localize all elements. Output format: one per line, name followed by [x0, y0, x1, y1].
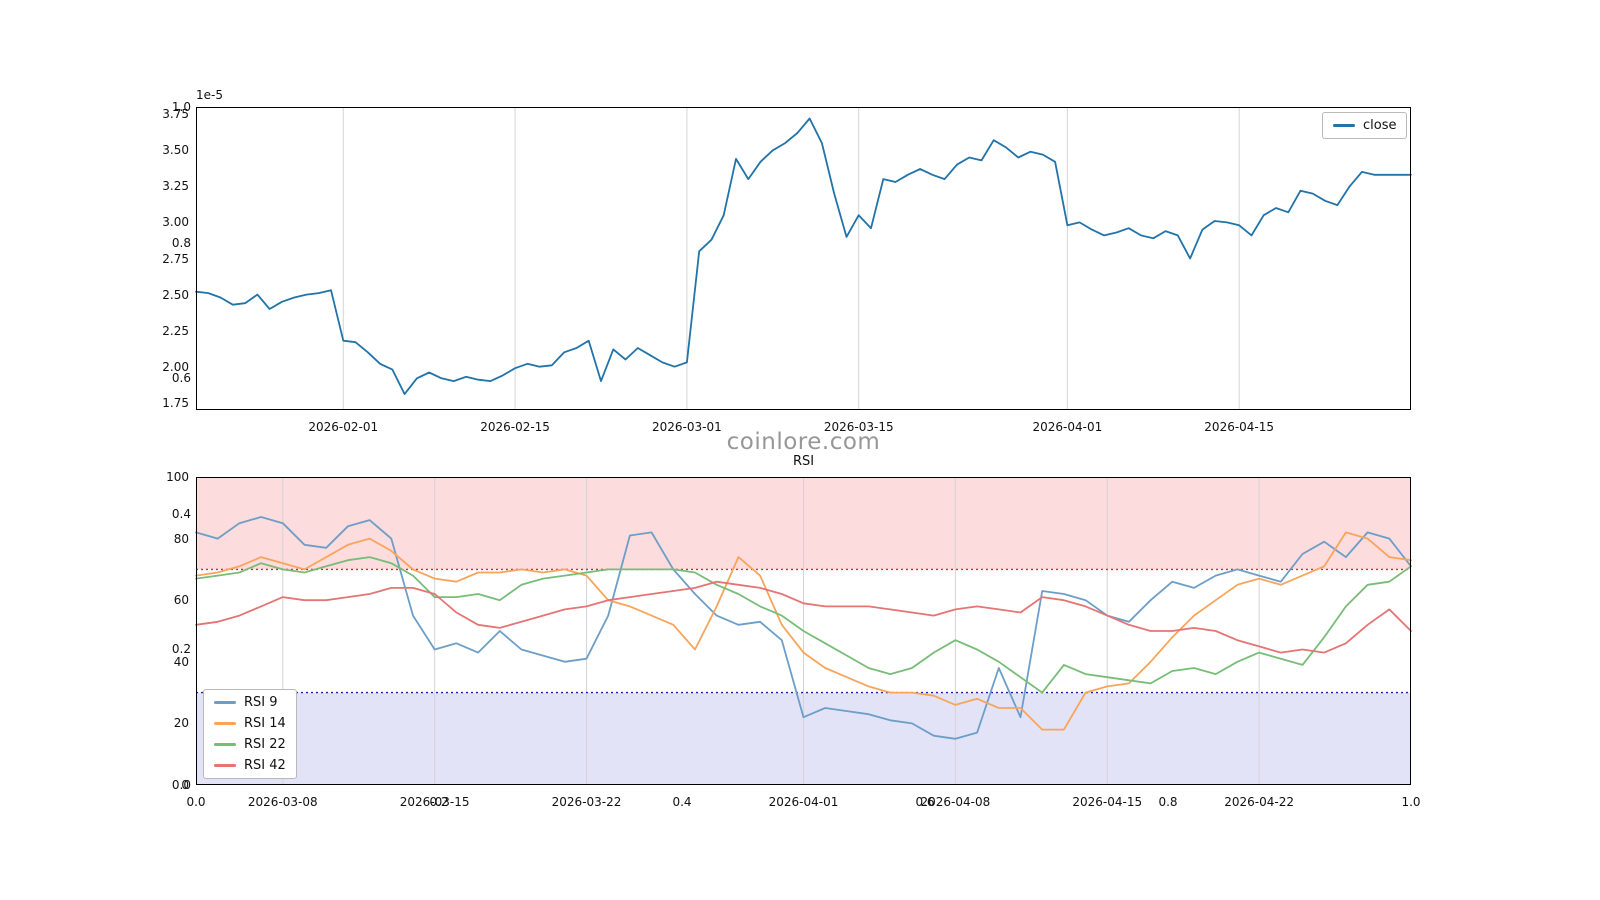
- tick-label: 0.4: [672, 795, 692, 809]
- tick-label: 3.75: [162, 107, 189, 122]
- legend-item-rsi-9: RSI 9: [214, 695, 286, 710]
- rsi-42-legend-label: RSI 42: [244, 758, 286, 773]
- tick-label: 2026-03-15: [399, 795, 470, 809]
- tick-label: 0.0: [186, 795, 206, 809]
- tick-label: 0.8: [1158, 795, 1178, 809]
- tick-label: 0.4: [171, 506, 191, 521]
- rsi-chart-title: RSI: [792, 454, 815, 469]
- tick-label: 3.50: [162, 143, 189, 158]
- tick-label: 0: [181, 778, 189, 792]
- tick-label: 3.00: [162, 215, 189, 230]
- tick-label: 2026-03-01: [652, 420, 722, 434]
- tick-label: 0.2: [171, 642, 191, 657]
- rsi-legend: RSI 9 RSI 14 RSI 22 RSI 42: [203, 689, 297, 779]
- tick-label: 0.8: [171, 235, 191, 250]
- tick-label: 0.0: [171, 778, 191, 792]
- tick-label: 2026-04-01: [1032, 420, 1103, 434]
- tick-label: 2026-03-22: [551, 795, 622, 809]
- tick-label: 2026-04-01: [768, 795, 839, 809]
- legend-item-rsi-42: RSI 42: [214, 758, 286, 773]
- tick-label: 2026-04-08: [920, 795, 991, 809]
- rsi-chart: [195, 477, 1412, 785]
- close-legend-label: close: [1363, 118, 1397, 133]
- rsi-14-line-swatch: [214, 722, 236, 725]
- tick-label: 2.00: [162, 359, 189, 374]
- tick-label: 3.25: [162, 179, 189, 194]
- tick-label: 2.50: [162, 287, 189, 302]
- rsi-22-legend-label: RSI 22: [244, 737, 286, 752]
- tick-label: 1.0: [1401, 795, 1421, 809]
- tick-label: 2026-02-15: [480, 420, 550, 434]
- close-price-chart: [195, 107, 1412, 410]
- tick-label: 0.6: [171, 371, 191, 386]
- legend-item-close: close: [1333, 118, 1396, 133]
- rsi-9-line-swatch: [214, 701, 236, 704]
- rsi-9-legend-label: RSI 9: [244, 695, 278, 710]
- legend-item-rsi-14: RSI 14: [214, 716, 286, 731]
- tick-label: 80: [173, 531, 189, 546]
- tick-label: 2.75: [162, 251, 189, 266]
- tick-label: 60: [173, 593, 189, 608]
- tick-label: 2026-03-15: [823, 420, 894, 434]
- tick-label: 100: [166, 470, 189, 484]
- tick-label: 2026-02-01: [308, 420, 379, 434]
- tick-label: 2026-04-15: [1072, 795, 1143, 809]
- tick-label: 0.6: [915, 795, 935, 809]
- watermark: coinlore.com: [726, 429, 881, 455]
- rsi-42-line-swatch: [214, 764, 236, 767]
- close-legend: close: [1322, 112, 1408, 139]
- rsi-14-legend-label: RSI 14: [244, 716, 286, 731]
- tick-label: 20: [173, 716, 189, 731]
- close-line-swatch: [1333, 124, 1355, 127]
- tick-label: 0.2: [429, 795, 449, 809]
- tick-label: 2026-03-08: [247, 795, 318, 809]
- tick-label: 2.25: [162, 323, 189, 338]
- rsi-22-line-swatch: [214, 743, 236, 746]
- y-axis-offset-label: 1e-5: [196, 88, 223, 102]
- tick-label: 2026-04-15: [1204, 420, 1275, 434]
- tick-label: 40: [173, 654, 189, 669]
- tick-label: 1.75: [162, 395, 189, 410]
- tick-label: 2026-04-22: [1224, 795, 1294, 809]
- legend-item-rsi-22: RSI 22: [214, 737, 286, 752]
- tick-label: 1.0: [171, 100, 191, 114]
